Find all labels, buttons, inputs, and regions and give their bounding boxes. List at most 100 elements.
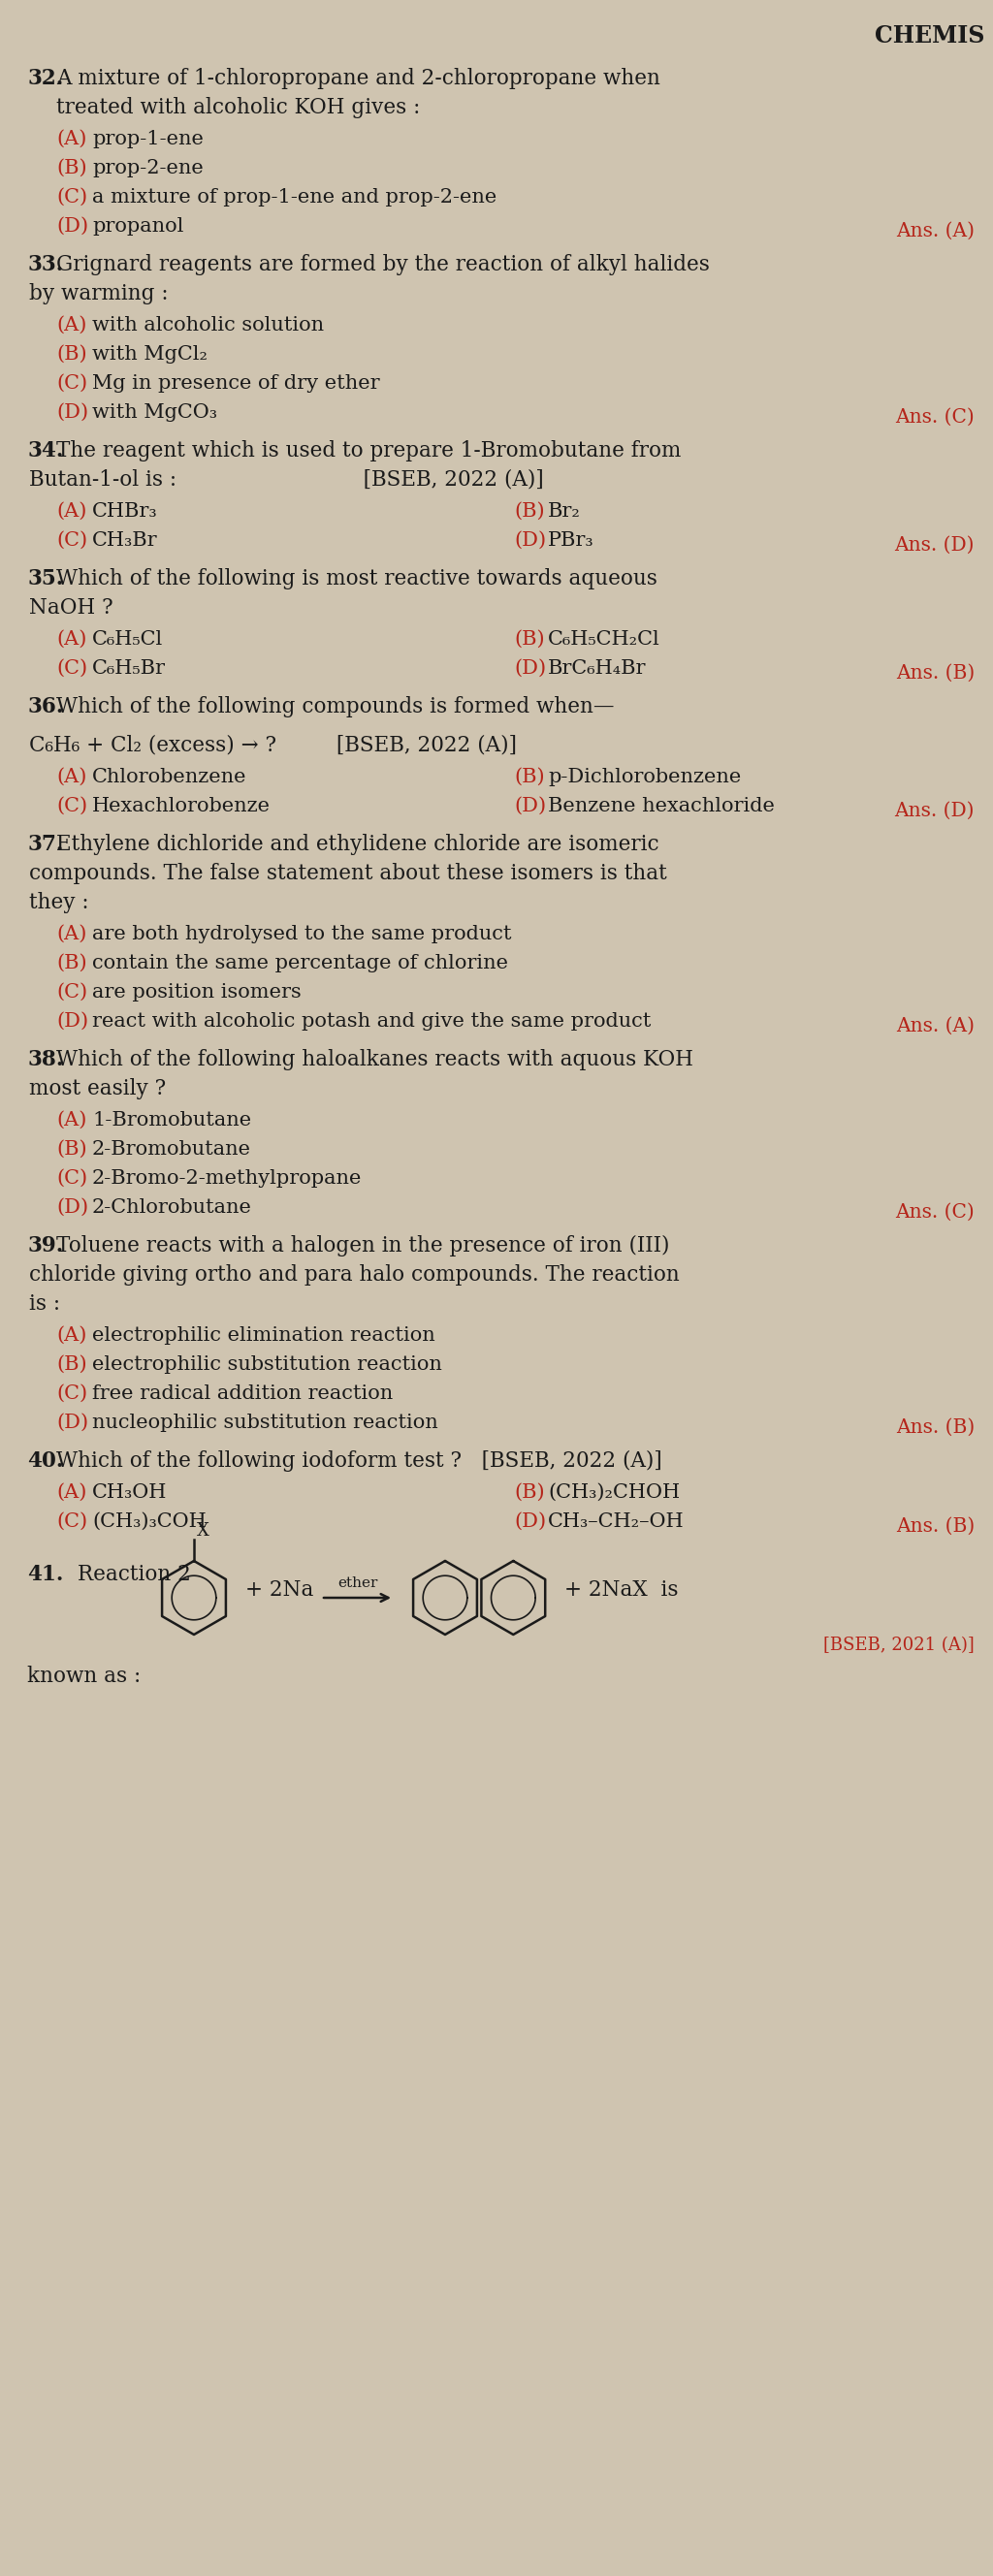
Text: 33.: 33.: [27, 255, 64, 276]
Text: with MgCl₂: with MgCl₂: [92, 345, 208, 363]
Text: chloride giving ortho and para halo compounds. The reaction: chloride giving ortho and para halo comp…: [29, 1265, 679, 1285]
Text: 38.: 38.: [27, 1048, 64, 1072]
Text: Mg in presence of dry ether: Mg in presence of dry ether: [92, 374, 379, 392]
Text: Ans. (A): Ans. (A): [896, 222, 974, 240]
Text: Ans. (B): Ans. (B): [896, 1517, 974, 1535]
Text: Which of the following compounds is formed when—: Which of the following compounds is form…: [57, 696, 615, 719]
Text: Grignard reagents are formed by the reaction of alkyl halides: Grignard reagents are formed by the reac…: [57, 255, 710, 276]
Text: 40.: 40.: [27, 1450, 64, 1471]
Text: BrC₆H₄Br: BrC₆H₄Br: [548, 659, 646, 677]
Text: (D): (D): [514, 531, 546, 549]
Text: Ans. (A): Ans. (A): [896, 1018, 974, 1036]
Text: CHEMIS: CHEMIS: [874, 23, 984, 46]
Text: Which of the following iodoform test ?   [BSEB, 2022 (A)]: Which of the following iodoform test ? […: [57, 1450, 662, 1471]
Text: Benzene hexachloride: Benzene hexachloride: [548, 796, 775, 817]
Text: (D): (D): [57, 216, 88, 234]
Text: they :: they :: [29, 891, 88, 914]
Text: (D): (D): [514, 796, 546, 817]
Text: (B): (B): [57, 1355, 87, 1373]
Text: NaOH ?: NaOH ?: [29, 598, 113, 618]
Text: Which of the following is most reactive towards aqueous: Which of the following is most reactive …: [57, 569, 657, 590]
Text: (CH₃)₃COH: (CH₃)₃COH: [92, 1512, 207, 1530]
Text: react with alcoholic potash and give the same product: react with alcoholic potash and give the…: [92, 1012, 651, 1030]
Text: 1-Bromobutane: 1-Bromobutane: [92, 1110, 251, 1128]
Text: (D): (D): [57, 1414, 88, 1432]
Text: Ans. (D): Ans. (D): [895, 801, 974, 819]
Text: C₆H₅CH₂Cl: C₆H₅CH₂Cl: [548, 631, 660, 649]
Text: (A): (A): [57, 1110, 86, 1128]
Text: Reaction 2: Reaction 2: [77, 1564, 191, 1584]
Text: (D): (D): [57, 1198, 88, 1216]
Text: (C): (C): [57, 659, 87, 677]
Text: (A): (A): [57, 317, 86, 335]
Text: Br₂: Br₂: [548, 502, 581, 520]
Text: (C): (C): [57, 796, 87, 817]
Text: are both hydrolysed to the same product: are both hydrolysed to the same product: [92, 925, 511, 943]
Text: (B): (B): [57, 953, 87, 971]
Text: (B): (B): [514, 631, 544, 649]
Text: Ans. (B): Ans. (B): [896, 665, 974, 683]
Text: (C): (C): [57, 984, 87, 1002]
Text: 2-Chlorobutane: 2-Chlorobutane: [92, 1198, 252, 1216]
Text: CHBr₃: CHBr₃: [92, 502, 158, 520]
Text: 36.: 36.: [27, 696, 64, 719]
Text: a mixture of prop-1-ene and prop-2-ene: a mixture of prop-1-ene and prop-2-ene: [92, 188, 496, 206]
Text: Ans. (C): Ans. (C): [896, 1203, 974, 1221]
Text: (C): (C): [57, 188, 87, 206]
Text: (C): (C): [57, 374, 87, 392]
Text: are position isomers: are position isomers: [92, 984, 301, 1002]
Text: The reagent which is used to prepare 1-Bromobutane from: The reagent which is used to prepare 1-B…: [57, 440, 681, 461]
Text: treated with alcoholic KOH gives :: treated with alcoholic KOH gives :: [57, 98, 420, 118]
Text: A mixture of 1-chloropropane and 2-chloropropane when: A mixture of 1-chloropropane and 2-chlor…: [57, 67, 660, 90]
Text: 2-Bromo-2-methylpropane: 2-Bromo-2-methylpropane: [92, 1170, 362, 1188]
Text: Butan-1-ol is :                            [BSEB, 2022 (A)]: Butan-1-ol is : [BSEB, 2022 (A)]: [29, 469, 544, 489]
Text: (B): (B): [514, 1484, 544, 1502]
Text: (A): (A): [57, 925, 86, 943]
Text: propanol: propanol: [92, 216, 184, 234]
Text: Chlorobenzene: Chlorobenzene: [92, 768, 247, 786]
Text: Which of the following haloalkanes reacts with aquous KOH: Which of the following haloalkanes react…: [57, 1048, 693, 1072]
Text: with MgCO₃: with MgCO₃: [92, 404, 217, 422]
Text: with alcoholic solution: with alcoholic solution: [92, 317, 324, 335]
Text: (A): (A): [57, 1327, 86, 1345]
Text: (D): (D): [57, 404, 88, 422]
Text: X: X: [197, 1522, 210, 1540]
Text: Ans. (C): Ans. (C): [896, 407, 974, 428]
Text: (C): (C): [57, 1383, 87, 1404]
Text: (A): (A): [57, 1484, 86, 1502]
Text: compounds. The false statement about these isomers is that: compounds. The false statement about the…: [29, 863, 667, 884]
Text: (D): (D): [514, 1512, 546, 1530]
Text: 37.: 37.: [27, 835, 64, 855]
Text: (A): (A): [57, 502, 86, 520]
Text: C₆H₅Cl: C₆H₅Cl: [92, 631, 163, 649]
Text: free radical addition reaction: free radical addition reaction: [92, 1383, 393, 1404]
Text: [BSEB, 2021 (A)]: [BSEB, 2021 (A)]: [823, 1636, 974, 1654]
Text: CH₃Br: CH₃Br: [92, 531, 158, 549]
Text: contain the same percentage of chlorine: contain the same percentage of chlorine: [92, 953, 508, 971]
Text: (D): (D): [57, 1012, 88, 1030]
Text: Ethylene dichloride and ethylidene chloride are isomeric: Ethylene dichloride and ethylidene chlor…: [57, 835, 659, 855]
Text: 32.: 32.: [27, 67, 64, 90]
Text: (D): (D): [514, 659, 546, 677]
Text: 35.: 35.: [27, 569, 64, 590]
Text: nucleophilic substitution reaction: nucleophilic substitution reaction: [92, 1414, 438, 1432]
Text: (C): (C): [57, 531, 87, 549]
Text: (C): (C): [57, 1512, 87, 1530]
Text: + 2NaX  is: + 2NaX is: [565, 1579, 678, 1600]
Text: (CH₃)₂CHOH: (CH₃)₂CHOH: [548, 1484, 680, 1502]
Text: most easily ?: most easily ?: [29, 1079, 166, 1100]
Text: C₆H₆ + Cl₂ (excess) → ?         [BSEB, 2022 (A)]: C₆H₆ + Cl₂ (excess) → ? [BSEB, 2022 (A)]: [29, 734, 517, 757]
Text: Hexachlorobenze: Hexachlorobenze: [92, 796, 270, 817]
Text: 2-Bromobutane: 2-Bromobutane: [92, 1141, 251, 1159]
Text: + 2Na: + 2Na: [245, 1579, 314, 1600]
Text: (A): (A): [57, 129, 86, 149]
Text: 41.: 41.: [27, 1564, 64, 1584]
Text: (B): (B): [514, 768, 544, 786]
Text: C₆H₅Br: C₆H₅Br: [92, 659, 166, 677]
Text: Toluene reacts with a halogen in the presence of iron (III): Toluene reacts with a halogen in the pre…: [57, 1234, 669, 1257]
Text: Ans. (B): Ans. (B): [896, 1419, 974, 1437]
Text: CH₃OH: CH₃OH: [92, 1484, 167, 1502]
Text: prop-2-ene: prop-2-ene: [92, 160, 204, 178]
Text: p-Dichlorobenzene: p-Dichlorobenzene: [548, 768, 741, 786]
Text: (B): (B): [514, 502, 544, 520]
